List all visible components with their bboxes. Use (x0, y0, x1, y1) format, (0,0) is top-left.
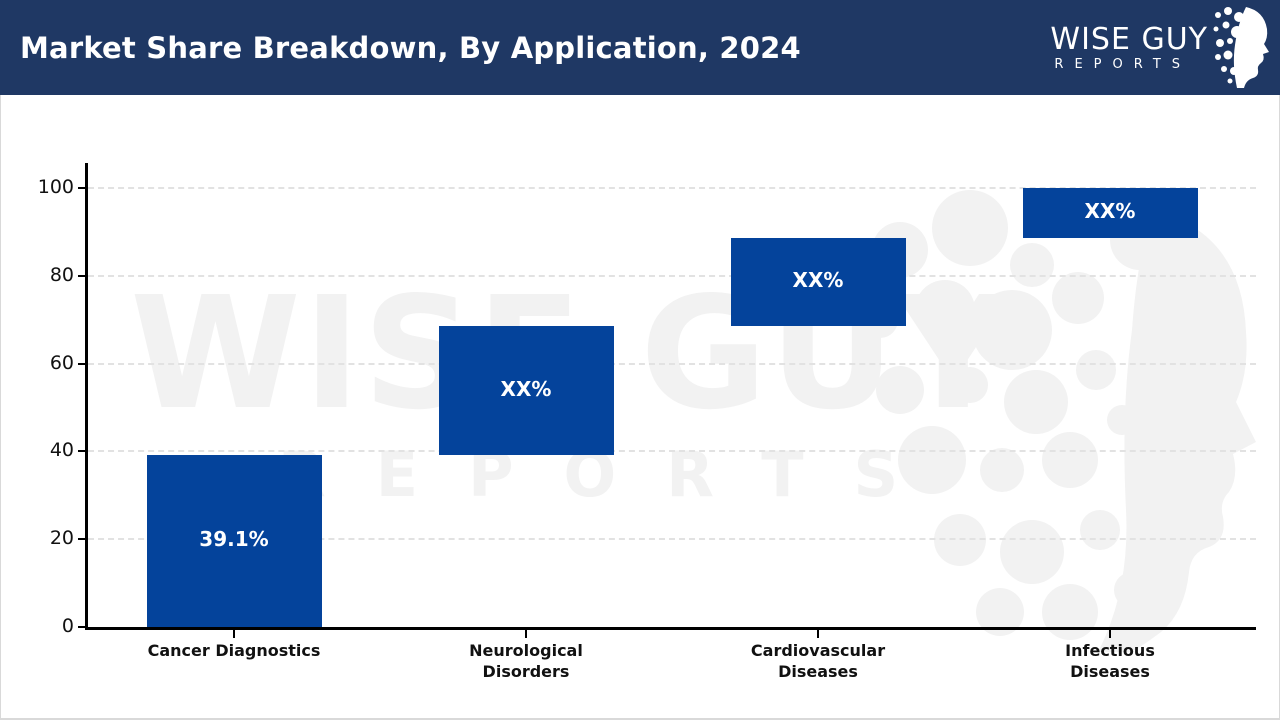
bar-value-label: XX% (500, 376, 552, 401)
wise-guy-reports-logo: WISE GUY REPORTS (1050, 5, 1272, 91)
bar-value-label: 39.1% (199, 527, 269, 552)
y-tick-mark (78, 362, 86, 365)
y-tick-label: 100 (37, 176, 74, 198)
x-axis-label-line: Infectious (1065, 641, 1155, 660)
x-axis-label-infectious-diseases: Infectious Diseases (1000, 640, 1220, 682)
y-tick-mark (78, 538, 86, 541)
y-tick-mark (78, 450, 86, 453)
x-axis-label-line: Diseases (1070, 662, 1150, 681)
y-tick-mark (78, 274, 86, 277)
y-tick-label: 60 (49, 351, 74, 374)
y-axis-line (85, 163, 88, 630)
x-axis-label-neurological-disorders: Neurological Disorders (416, 640, 636, 682)
x-axis-line (85, 627, 1256, 630)
x-tick-mark (233, 630, 235, 638)
gridline (88, 450, 1256, 453)
bar-cardiovascular-diseases (730, 238, 906, 326)
x-axis-label-line: Cardiovascular (750, 641, 886, 660)
logo-head-icon (1213, 6, 1269, 88)
x-tick-mark (817, 630, 819, 638)
page-border-left (0, 95, 1, 720)
x-axis-label-line: Cancer Diagnostics (147, 641, 321, 660)
header-bar: Market Share Breakdown, By Application, … (0, 0, 1280, 95)
bar-value-label: XX% (792, 268, 844, 293)
watermark-head-icon (862, 190, 1256, 652)
logo-text: WISE GUY REPORTS (1050, 21, 1208, 72)
gridline (88, 274, 1256, 277)
x-axis-label-cardiovascular-diseases: Cardiovascular Diseases (708, 640, 928, 682)
x-axis-label-line: Disorders (482, 662, 570, 681)
y-tick-label: 80 (49, 263, 74, 286)
logo-wordmark: WISE GUY (1050, 21, 1208, 57)
x-axis-label-cancer-diagnostics: Cancer Diagnostics (124, 640, 344, 661)
y-tick-mark (78, 626, 86, 628)
y-tick-label: 0 (61, 615, 74, 637)
x-axis-label-line: Neurological (469, 641, 583, 660)
y-tick-mark (78, 187, 86, 189)
gridline (88, 538, 1256, 541)
chart-title: Market Share Breakdown, By Application, … (20, 30, 801, 65)
x-tick-mark (1109, 630, 1111, 638)
bar-neurological-disorders (438, 325, 614, 456)
bar-value-label: XX% (1084, 199, 1136, 224)
bar-cancer-diagnostics (146, 455, 322, 627)
logo-subtitle: REPORTS (1054, 56, 1192, 72)
gridline (88, 362, 1256, 365)
x-tick-mark (525, 630, 527, 638)
x-axis-label-line: Diseases (778, 662, 858, 681)
gridline (88, 187, 1256, 189)
bar-infectious-diseases (1022, 188, 1198, 239)
page-border-bottom (0, 718, 1280, 720)
y-tick-label: 40 (49, 439, 74, 462)
y-tick-label: 20 (49, 527, 74, 550)
